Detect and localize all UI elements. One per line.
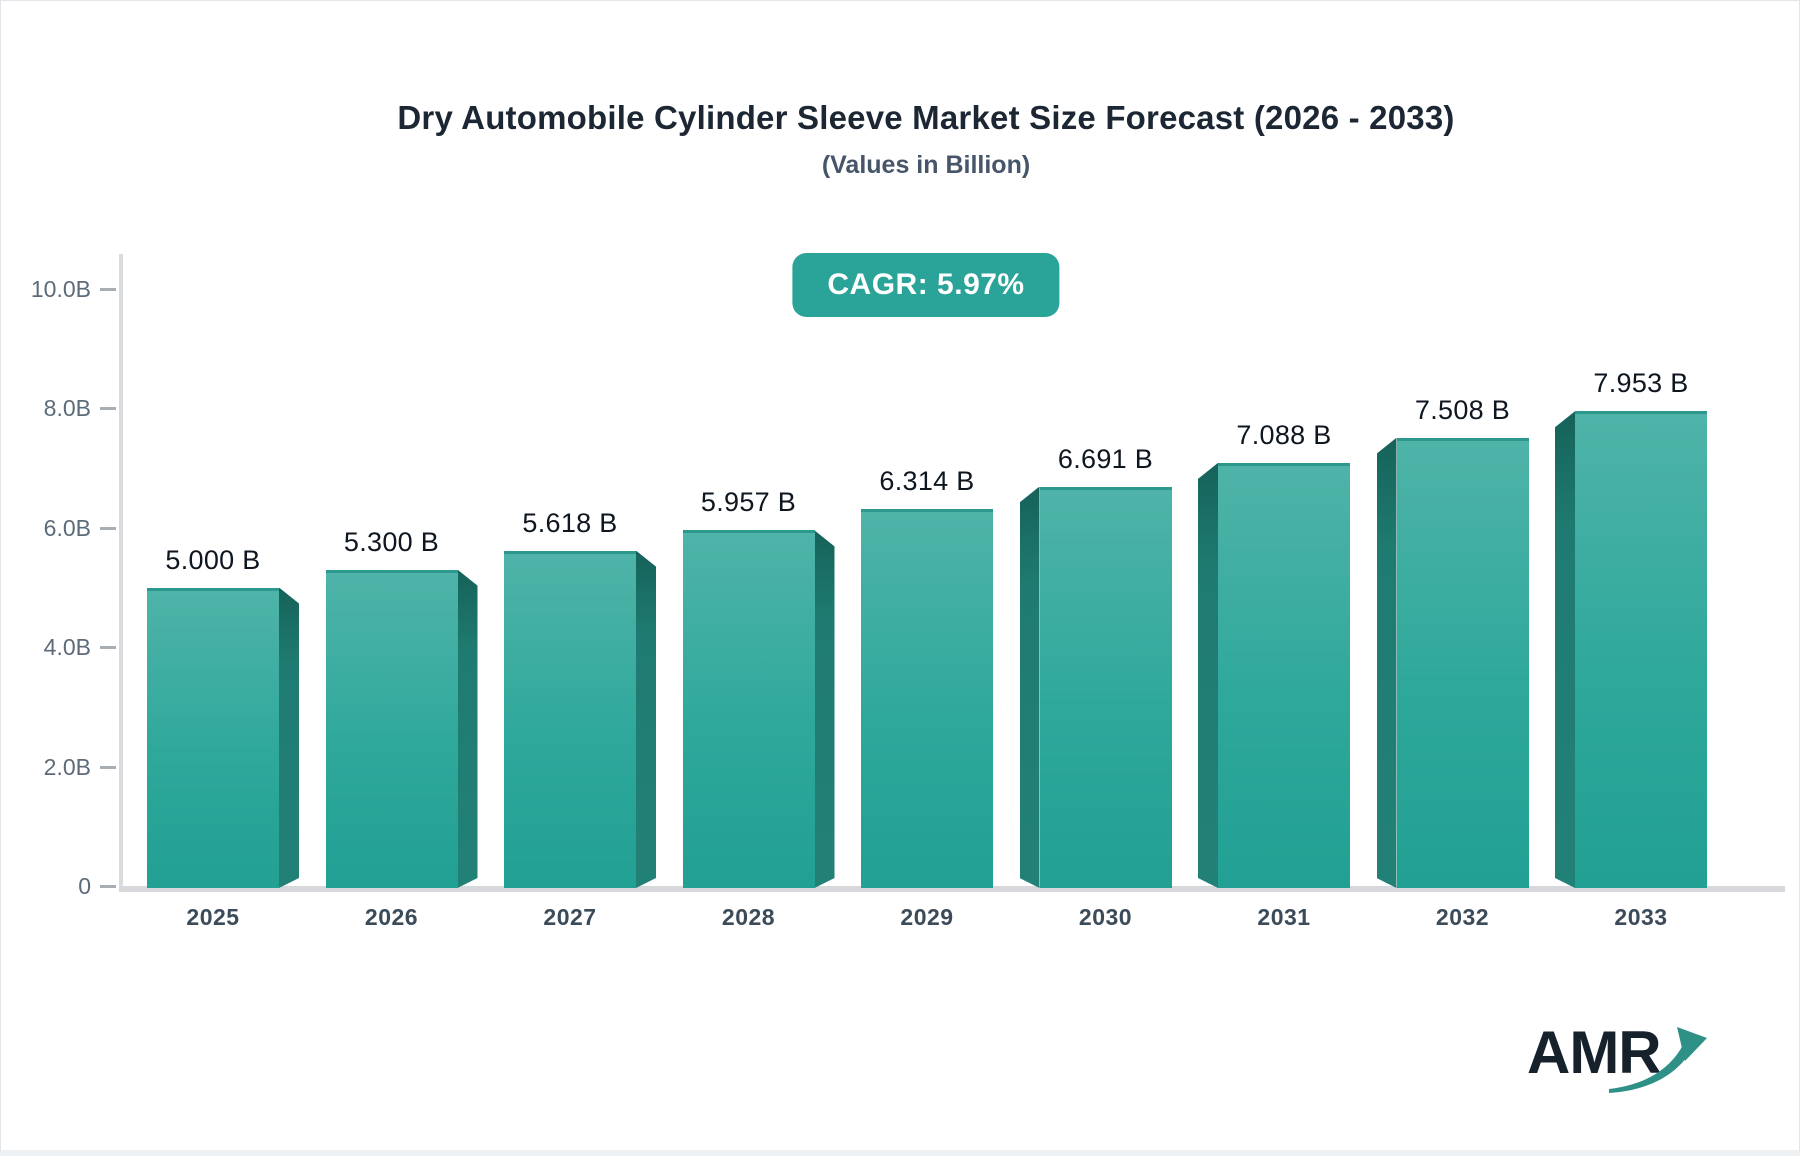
bar-face-2026 [325,569,458,888]
bar-value-label: 7.508 B [1414,394,1511,425]
x-axis-label-2029: 2029 [900,904,954,930]
x-axis-label-2031: 2031 [1257,904,1311,930]
bar-side-2031 [1198,463,1218,888]
bar-side-2027 [636,551,656,888]
bar-face-2033 [1575,411,1707,888]
y-tick-label: 10.0B [30,276,91,302]
x-axis-label-2025: 2025 [186,904,240,930]
chart-subtitle: (Values in Billion) [821,151,1031,179]
bar-side-2026 [458,570,478,888]
bar-face-2025 [147,587,279,888]
chart-header: Dry Automobile Cylinder Sleeve Market Si… [1,99,1799,180]
y-tick-mark [100,407,116,411]
bar-value-label: 6.314 B [879,466,975,497]
bar-face-2027 [504,550,636,888]
y-tick-label: 6.0B [43,514,91,541]
bar-value-label: 5.300 B [343,526,440,557]
y-axis-line [119,254,123,892]
x-axis-label-2028: 2028 [721,904,776,930]
chart-title: Dry Automobile Cylinder Sleeve Market Si… [397,99,1455,136]
y-tick-label: 2.0B [43,753,91,780]
x-axis-label-2026: 2026 [364,904,419,930]
cagr-badge: CAGR: 5.97% [792,253,1060,317]
bar-face-2031 [1218,462,1350,888]
y-tick-label: 4.0B [43,634,91,661]
bar-value-label: 7.088 B [1236,419,1332,450]
bar-value-label: 6.691 B [1057,443,1154,474]
bar-face-2032 [1396,437,1529,888]
bar-value-label: 7.953 B [1593,368,1689,399]
y-tick-label: 8.0B [43,395,91,422]
x-axis-label-2032: 2032 [1435,904,1490,930]
x-axis-label-2027: 2027 [543,904,597,930]
bar-face-2029 [861,509,993,888]
x-axis-baseline [119,886,1785,892]
y-tick-mark [100,288,116,291]
bar-side-2032 [1377,438,1397,888]
bar-side-2028 [815,530,835,888]
bar-value-label: 5.000 B [165,544,261,575]
y-tick-mark [100,646,116,650]
amr-logo: AMR [1527,1023,1727,1113]
bar-value-label: 5.957 B [700,487,797,518]
growth-arrow-icon [1609,1027,1707,1093]
bar-side-2030 [1020,487,1040,888]
x-axis-label-2033: 2033 [1614,904,1668,930]
y-tick-mark [100,765,116,769]
x-axis-label-2030: 2030 [1078,904,1133,930]
y-tick-mark [100,526,116,530]
bar-face-2028 [682,530,815,888]
bar-value-label: 5.618 B [522,507,618,538]
bar-face-2030 [1039,486,1172,888]
bar-side-2025 [279,588,299,889]
y-tick-mark [100,885,116,888]
bar-side-2033 [1555,411,1575,888]
y-tick-label: 0 [78,873,91,899]
amr-logo-text: AMR [1527,1019,1662,1086]
